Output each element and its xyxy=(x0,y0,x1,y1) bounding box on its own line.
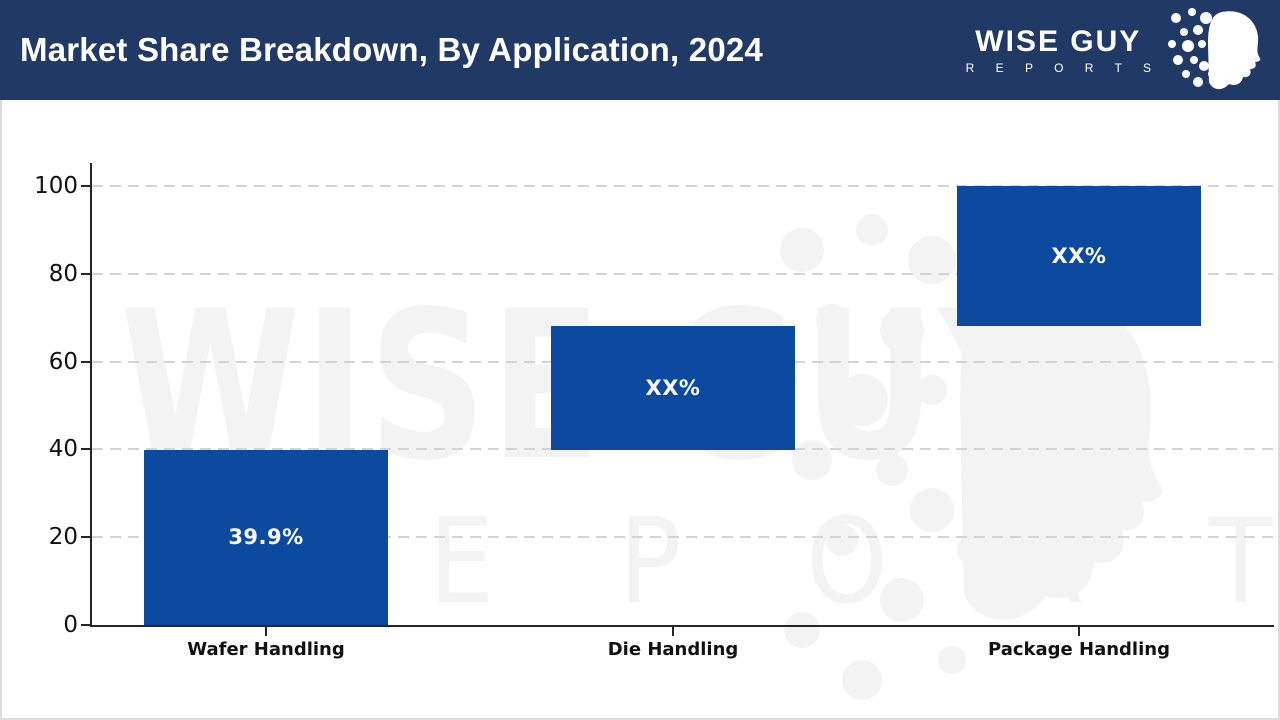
x-axis-tick-mark xyxy=(265,627,267,636)
y-axis-tick-label: 40 xyxy=(48,436,78,463)
x-axis-tick-mark xyxy=(1078,627,1080,636)
page-title: Market Share Breakdown, By Application, … xyxy=(20,31,763,68)
bar-segment: XX% xyxy=(551,325,795,450)
y-axis-tick-label: 20 xyxy=(48,524,78,551)
logo-face-icon xyxy=(1168,8,1261,90)
x-axis-tick-mark xyxy=(672,627,674,636)
chart-area: WISE GUY R E P O R T S 02040608010039.9%… xyxy=(0,100,1280,720)
bar-value-label: 39.9% xyxy=(228,525,304,550)
bar-segment: 39.9% xyxy=(144,449,388,625)
y-axis-tick-mark xyxy=(81,360,90,363)
brand-name: WISE GUY xyxy=(975,25,1142,58)
x-axis-category-label: Wafer Handling xyxy=(187,639,345,660)
x-axis-category-label: Package Handling xyxy=(988,639,1170,660)
x-axis-category-label: Die Handling xyxy=(607,639,739,660)
brand-logo: WISE GUY R E P O R T S xyxy=(957,0,1266,100)
bar-value-label: XX% xyxy=(1051,243,1107,268)
y-axis-tick-label: 100 xyxy=(34,173,78,199)
y-axis-tick-label: 60 xyxy=(48,348,78,375)
gridline xyxy=(92,536,1274,539)
y-axis-tick-label: 0 xyxy=(63,612,78,638)
y-axis-line xyxy=(90,163,92,627)
y-axis-tick-mark xyxy=(81,448,90,451)
y-axis-tick-label: 80 xyxy=(48,260,78,287)
brand-subtitle: R E P O R T S xyxy=(965,61,1160,75)
brand-logo-text: WISE GUY R E P O R T S xyxy=(957,25,1160,75)
y-axis-tick-mark xyxy=(81,624,90,626)
header: Market Share Breakdown, By Application, … xyxy=(0,0,1280,100)
y-axis-tick-mark xyxy=(81,272,90,275)
x-axis-line xyxy=(90,625,1274,627)
gridline xyxy=(92,185,1274,187)
bar-segment: XX% xyxy=(957,186,1201,326)
gridline xyxy=(92,272,1274,275)
watermark-face-icon xyxy=(767,214,1162,700)
y-axis-tick-mark xyxy=(81,185,90,187)
bar-value-label: XX% xyxy=(645,375,701,400)
y-axis-tick-mark xyxy=(81,536,90,539)
